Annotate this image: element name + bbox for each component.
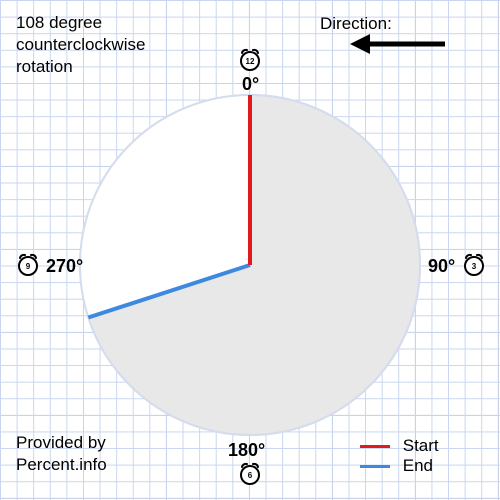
title-text: 108 degreecounterclockwiserotation <box>16 12 145 78</box>
legend-end-swatch <box>360 465 390 468</box>
svg-text:3: 3 <box>472 262 477 271</box>
attribution-text: Provided byPercent.info <box>16 432 107 476</box>
svg-text:9: 9 <box>26 262 31 271</box>
svg-text:12: 12 <box>246 57 255 66</box>
clock-3-icon: 3 <box>462 253 486 277</box>
legend-start-label: Start <box>403 436 439 455</box>
legend: Start End <box>360 436 439 476</box>
legend-end-label: End <box>403 456 433 475</box>
legend-start: Start <box>360 436 439 456</box>
svg-text:6: 6 <box>248 471 253 480</box>
diagram-stage: 108 degreecounterclockwiserotation Direc… <box>0 0 500 500</box>
clock-6-icon: 6 <box>238 462 262 486</box>
axis-label-0: 0° <box>242 74 259 95</box>
clock-12-icon: 12 <box>238 48 262 72</box>
direction-arrow <box>350 29 450 59</box>
axis-label-180: 180° <box>228 440 265 461</box>
axis-label-270: 270° <box>46 256 83 277</box>
legend-start-swatch <box>360 445 390 448</box>
clock-9-icon: 9 <box>16 253 40 277</box>
axis-label-90: 90° <box>428 256 455 277</box>
legend-end: End <box>360 456 439 476</box>
